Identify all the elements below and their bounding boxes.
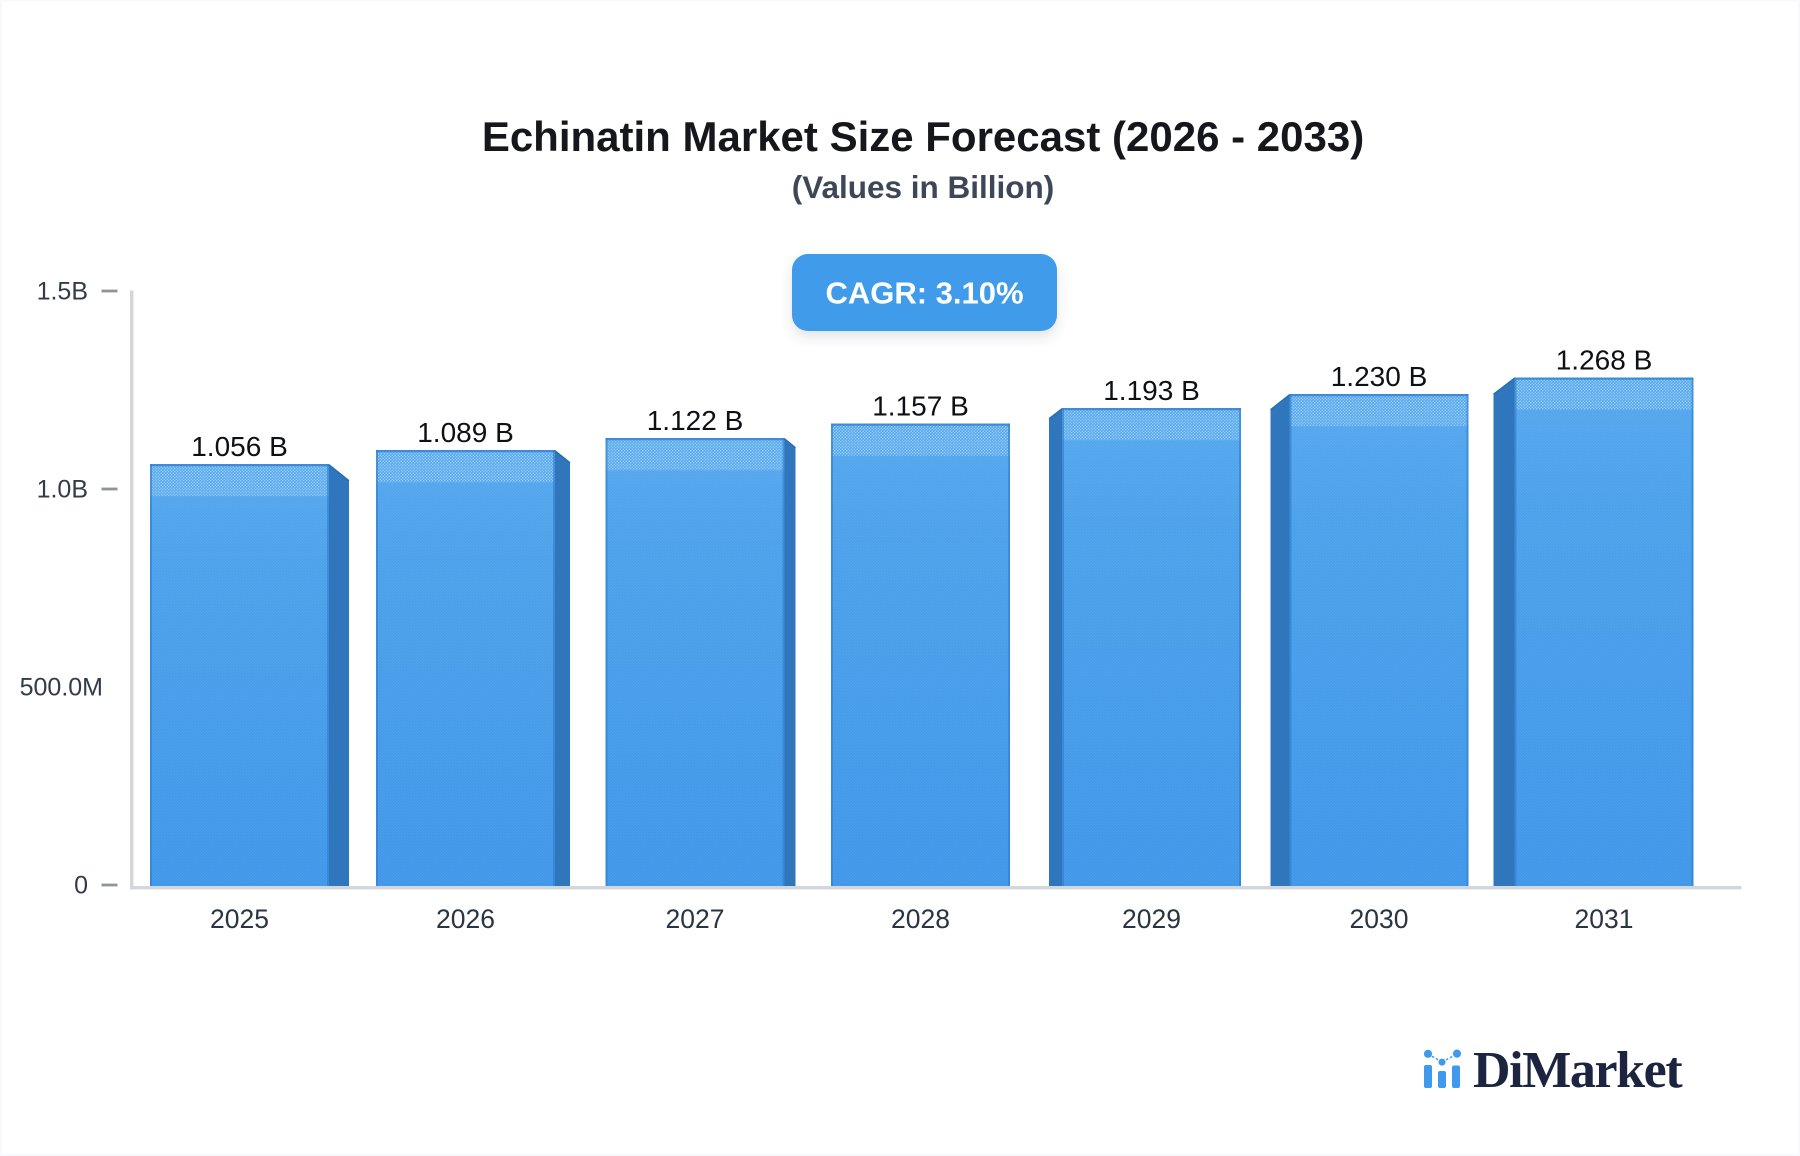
svg-text:DiMarket: DiMarket bbox=[1473, 1042, 1683, 1099]
svg-text:2031: 2031 bbox=[1575, 904, 1634, 934]
svg-text:CAGR: 3.10%: CAGR: 3.10% bbox=[825, 276, 1023, 311]
svg-text:1.157 B: 1.157 B bbox=[872, 391, 969, 422]
svg-text:2027: 2027 bbox=[666, 904, 725, 934]
svg-text:1.230 B: 1.230 B bbox=[1331, 361, 1428, 392]
svg-text:0: 0 bbox=[74, 872, 88, 900]
svg-text:1.268 B: 1.268 B bbox=[1556, 345, 1653, 376]
svg-text:1.089 B: 1.089 B bbox=[417, 417, 514, 448]
svg-text:1.056 B: 1.056 B bbox=[191, 431, 288, 462]
svg-text:500.0M: 500.0M bbox=[20, 674, 103, 702]
svg-text:Echinatin Market Size Forecast: Echinatin Market Size Forecast (2026 - 2… bbox=[482, 113, 1364, 160]
svg-text:1.0B: 1.0B bbox=[37, 476, 88, 504]
svg-text:2030: 2030 bbox=[1350, 904, 1409, 934]
svg-text:1.122 B: 1.122 B bbox=[647, 405, 744, 436]
svg-text:2025: 2025 bbox=[210, 904, 269, 934]
svg-text:(Values in Billion): (Values in Billion) bbox=[792, 169, 1055, 205]
svg-text:1.193 B: 1.193 B bbox=[1103, 375, 1200, 406]
svg-text:2026: 2026 bbox=[436, 904, 495, 934]
svg-text:2029: 2029 bbox=[1122, 904, 1181, 934]
svg-text:2028: 2028 bbox=[891, 904, 950, 934]
svg-text:1.5B: 1.5B bbox=[37, 278, 88, 306]
